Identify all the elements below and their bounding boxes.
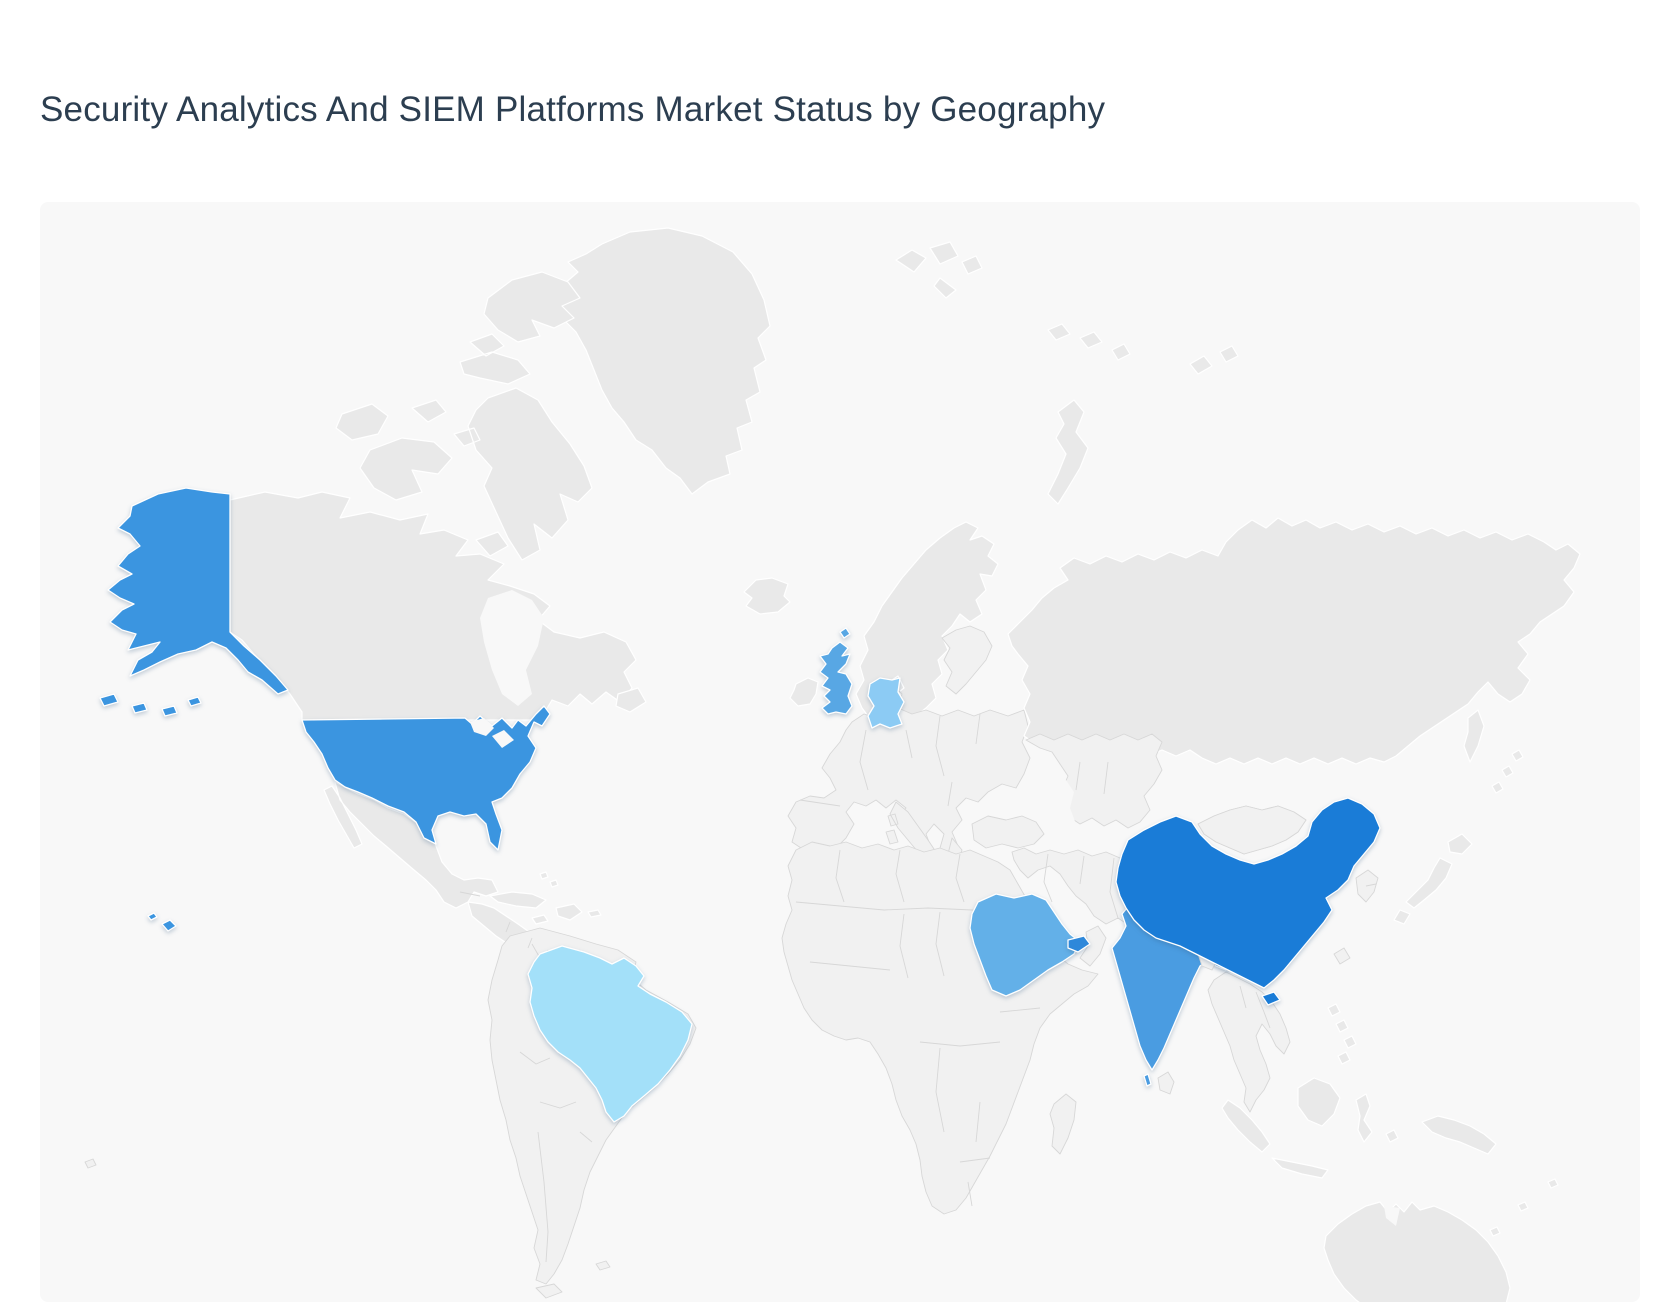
canada-arctic-islands bbox=[335, 271, 593, 561]
arctic-islands bbox=[895, 241, 1239, 505]
country-taiwan bbox=[1333, 947, 1351, 965]
country-united-states-aleutians[interactable] bbox=[99, 693, 202, 717]
southeast-asia bbox=[1207, 971, 1291, 1113]
country-ireland bbox=[789, 677, 819, 707]
country-india-islands[interactable] bbox=[1143, 1073, 1152, 1087]
newfoundland bbox=[615, 687, 647, 713]
indonesia-philippines bbox=[1221, 1003, 1497, 1179]
map-panel bbox=[40, 202, 1640, 1302]
caribbean-islands bbox=[489, 871, 602, 925]
country-sri-lanka bbox=[1157, 1071, 1175, 1095]
page-title: Security Analytics And SIEM Platforms Ma… bbox=[40, 90, 1106, 129]
country-saudi-arabia[interactable] bbox=[969, 893, 1081, 997]
country-germany[interactable] bbox=[867, 677, 905, 729]
country-china[interactable] bbox=[1115, 797, 1381, 989]
caspian-sea bbox=[1054, 780, 1076, 838]
country-united-kingdom[interactable] bbox=[819, 627, 853, 715]
gulf-of-carpentaria bbox=[1384, 1206, 1400, 1226]
country-russia bbox=[1007, 517, 1581, 765]
highlighted-countries bbox=[99, 487, 1381, 1123]
country-mexico bbox=[323, 781, 499, 909]
country-finland bbox=[941, 625, 993, 695]
country-japan bbox=[1393, 833, 1473, 925]
country-united-states-hawaii[interactable] bbox=[147, 912, 177, 932]
country-madagascar bbox=[1049, 1093, 1077, 1155]
country-china-hainan[interactable] bbox=[1261, 991, 1281, 1006]
hudson-bay bbox=[480, 590, 544, 706]
country-mongolia-overlay bbox=[1197, 805, 1307, 855]
country-greenland bbox=[555, 227, 771, 495]
country-united-states[interactable] bbox=[301, 705, 551, 851]
central-asia bbox=[1025, 733, 1163, 829]
country-brazil[interactable] bbox=[527, 945, 693, 1123]
country-turkey bbox=[971, 815, 1045, 849]
europe-mainland bbox=[787, 685, 1031, 863]
great-lakes bbox=[470, 718, 514, 748]
country-australia bbox=[1323, 1201, 1511, 1302]
country-united-states-alaska[interactable] bbox=[107, 487, 289, 695]
sakhalin-kurils bbox=[1463, 709, 1524, 794]
country-canada bbox=[229, 491, 637, 721]
landmasses bbox=[84, 227, 1581, 1302]
country-iceland bbox=[743, 577, 791, 615]
country-united-arab-emirates[interactable] bbox=[1067, 935, 1091, 953]
tasmania-newzealand bbox=[1489, 1178, 1559, 1237]
country-oman bbox=[1079, 925, 1107, 967]
world-map bbox=[84, 227, 1581, 1302]
tierra-del-fuego bbox=[84, 1158, 611, 1299]
